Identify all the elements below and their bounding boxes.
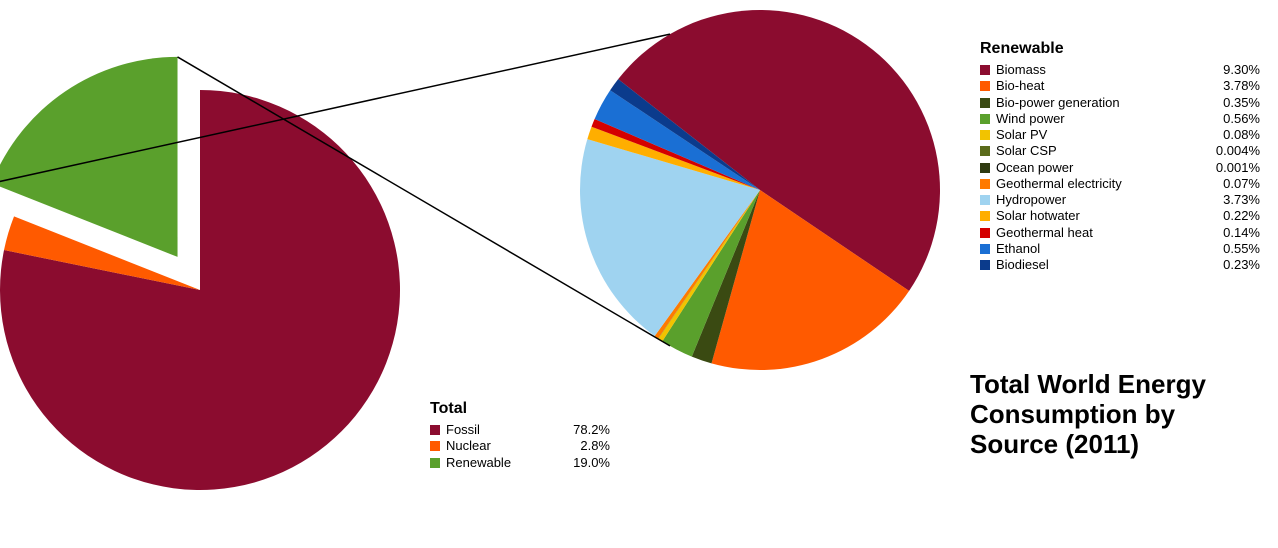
legend-renewable-row: Ethanol0.55% xyxy=(980,241,1260,257)
legend-renewable-label: Solar PV xyxy=(996,127,1213,143)
legend-renewable-row: Solar CSP0.004% xyxy=(980,143,1260,159)
legend-renewable-value: 9.30% xyxy=(1213,62,1260,78)
legend-renewable-label: Ethanol xyxy=(996,241,1213,257)
legend-renewable-value: 0.004% xyxy=(1206,143,1260,159)
legend-total-row: Fossil78.2% xyxy=(430,422,610,438)
legend-renewable-label: Solar CSP xyxy=(996,143,1206,159)
legend-renewable-value: 0.56% xyxy=(1213,111,1260,127)
legend-renewable-value: 3.73% xyxy=(1213,192,1260,208)
legend-renewable-swatch xyxy=(980,211,990,221)
legend-renewable-label: Geothermal electricity xyxy=(996,176,1213,192)
legend-renewable-label: Geothermal heat xyxy=(996,225,1213,241)
legend-renewable-swatch xyxy=(980,228,990,238)
legend-renewable-row: Bio-heat3.78% xyxy=(980,78,1260,94)
legend-total-label: Nuclear xyxy=(446,438,570,454)
legend-renewable-value: 0.55% xyxy=(1213,241,1260,257)
legend-total: TotalFossil78.2%Nuclear2.8%Renewable19.0… xyxy=(430,400,610,471)
legend-renewable-label: Ocean power xyxy=(996,160,1206,176)
legend-renewable-row: Solar PV0.08% xyxy=(980,127,1260,143)
legend-total-value: 19.0% xyxy=(563,455,610,471)
legend-renewable-value: 0.22% xyxy=(1213,208,1260,224)
legend-total-label: Fossil xyxy=(446,422,563,438)
legend-renewable-label: Biodiesel xyxy=(996,257,1213,273)
legend-renewable-row: Bio-power generation0.35% xyxy=(980,95,1260,111)
legend-renewable-value: 3.78% xyxy=(1213,78,1260,94)
legend-total-value: 2.8% xyxy=(570,438,610,454)
legend-total-swatch xyxy=(430,441,440,451)
legend-renewable-value: 0.14% xyxy=(1213,225,1260,241)
legend-total-title: Total xyxy=(430,400,610,418)
legend-total-value: 78.2% xyxy=(563,422,610,438)
legend-renewable-swatch xyxy=(980,114,990,124)
legend-renewable-value: 0.07% xyxy=(1213,176,1260,192)
legend-renewable-label: Bio-heat xyxy=(996,78,1213,94)
legend-renewable-row: Solar hotwater0.22% xyxy=(980,208,1260,224)
legend-renewable-row: Wind power0.56% xyxy=(980,111,1260,127)
legend-renewable-row: Biomass9.30% xyxy=(980,62,1260,78)
legend-renewable-swatch xyxy=(980,130,990,140)
legend-renewable-swatch xyxy=(980,65,990,75)
legend-total-row: Renewable19.0% xyxy=(430,455,610,471)
legend-renewable-swatch xyxy=(980,179,990,189)
chart-title: Total World Energy Consumption by Source… xyxy=(970,370,1260,460)
legend-total-swatch xyxy=(430,458,440,468)
legend-renewable-label: Solar hotwater xyxy=(996,208,1213,224)
legend-renewable-swatch xyxy=(980,163,990,173)
legend-renewable-row: Geothermal electricity0.07% xyxy=(980,176,1260,192)
legend-renewable-label: Bio-power generation xyxy=(996,95,1213,111)
legend-renewable-swatch xyxy=(980,195,990,205)
legend-renewable-value: 0.001% xyxy=(1206,160,1260,176)
legend-total-label: Renewable xyxy=(446,455,563,471)
legend-renewable-title: Renewable xyxy=(980,40,1260,58)
legend-renewable-label: Biomass xyxy=(996,62,1213,78)
legend-renewable-swatch xyxy=(980,244,990,254)
legend-renewable-row: Hydropower3.73% xyxy=(980,192,1260,208)
legend-renewable-label: Wind power xyxy=(996,111,1213,127)
legend-renewable-swatch xyxy=(980,98,990,108)
legend-renewable-row: Biodiesel0.23% xyxy=(980,257,1260,273)
legend-total-row: Nuclear2.8% xyxy=(430,438,610,454)
legend-renewable-value: 0.23% xyxy=(1213,257,1260,273)
legend-renewable-label: Hydropower xyxy=(996,192,1213,208)
legend-renewable-value: 0.35% xyxy=(1213,95,1260,111)
legend-renewable-swatch xyxy=(980,146,990,156)
legend-renewable-swatch xyxy=(980,81,990,91)
legend-renewable: Renewable Biomass9.30%Bio-heat3.78%Bio-po… xyxy=(980,40,1260,273)
legend-renewable-swatch xyxy=(980,260,990,270)
legend-renewable-value: 0.08% xyxy=(1213,127,1260,143)
legend-renewable-row: Ocean power0.001% xyxy=(980,160,1260,176)
legend-total-swatch xyxy=(430,425,440,435)
legend-renewable-row: Geothermal heat0.14% xyxy=(980,225,1260,241)
